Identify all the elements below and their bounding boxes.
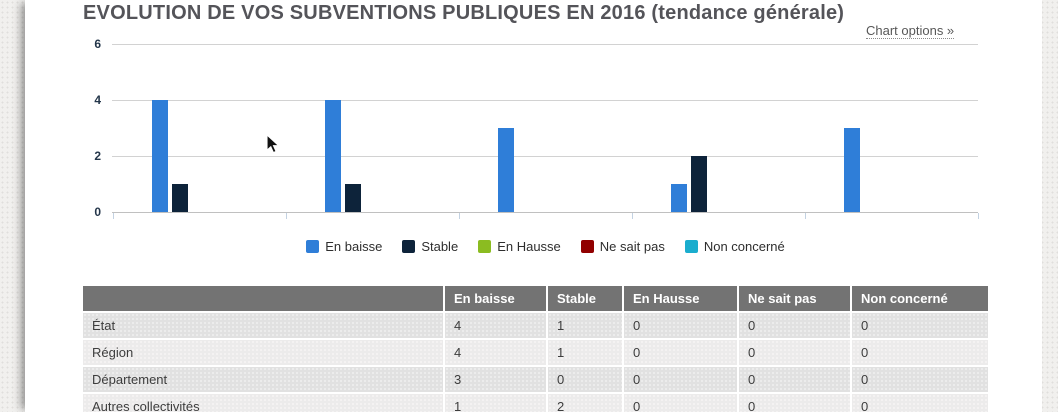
table-header-cell: Stable [548,286,622,311]
table-cell: 0 [852,340,988,365]
legend-swatch [402,240,416,253]
mouse-cursor [266,134,280,154]
table-cell: 0 [852,367,988,392]
row-label: État [83,313,443,338]
data-table: En baisse Stable En Hausse Ne sait pas Non c… [83,286,988,412]
legend-item-stable[interactable]: Stable [402,239,458,254]
table-cell: 0 [739,367,850,392]
table-cell: 2 [548,394,622,412]
legend-item-ne-sait-pas[interactable]: Ne sait pas [580,239,665,254]
table-header-cell [83,286,443,311]
bar-en-baisse[interactable] [844,128,860,212]
table-cell: 0 [624,394,737,412]
legend-label: Non concerné [703,239,785,254]
legend-item-non-concern-[interactable]: Non concerné [684,239,785,254]
table-cell: 4 [445,340,546,365]
legend-label: Ne sait pas [599,239,665,254]
table-cell: 0 [739,313,850,338]
bar-stable[interactable] [691,156,707,212]
table-cell: 0 [852,394,988,412]
legend-swatch [580,240,594,253]
bar-en-baisse[interactable] [498,128,514,212]
table-cell: 1 [445,394,546,412]
row-label: Région [83,340,443,365]
bar-en-baisse[interactable] [325,100,341,212]
bar-en-baisse[interactable] [671,184,687,212]
legend-swatch [478,240,492,253]
bar-stable[interactable] [172,184,188,212]
chart-title: EVOLUTION DE VOS SUBVENTIONS PUBLIQUES E… [83,2,845,24]
table-cell: 0 [624,313,737,338]
legend-label: En Hausse [497,239,561,254]
table-cell: 0 [548,367,622,392]
row-label: Département [83,367,443,392]
legend-label: Stable [421,239,459,254]
table-cell: 0 [624,367,737,392]
table-cell: 0 [852,313,988,338]
bar-en-baisse[interactable] [152,100,168,212]
bar-stable[interactable] [345,184,361,212]
table-header-cell: Non concerné [852,286,988,311]
table-cell: 0 [624,340,737,365]
table-header-cell: Ne sait pas [739,286,850,311]
legend-item-en-hausse[interactable]: En Hausse [478,239,561,254]
table-header-cell: En baisse [445,286,546,311]
chart-options-link[interactable]: Chart options » [866,23,955,39]
legend-swatch [306,240,320,253]
legend-item-en-baisse[interactable]: En baisse [306,239,382,254]
table-cell: 0 [739,340,850,365]
legend-swatch [684,240,698,253]
table-cell: 4 [445,313,546,338]
table-cell: 3 [445,367,546,392]
row-label: Autres collectivités [83,394,443,412]
table-cell: 1 [548,313,622,338]
table-header-cell: En Hausse [624,286,737,311]
legend-label: En baisse [325,239,383,254]
table-cell: 1 [548,340,622,365]
chart-legend: En baisse Stable En Hausse Ne sait pas Non c… [113,239,978,254]
table-cell: 0 [739,394,850,412]
